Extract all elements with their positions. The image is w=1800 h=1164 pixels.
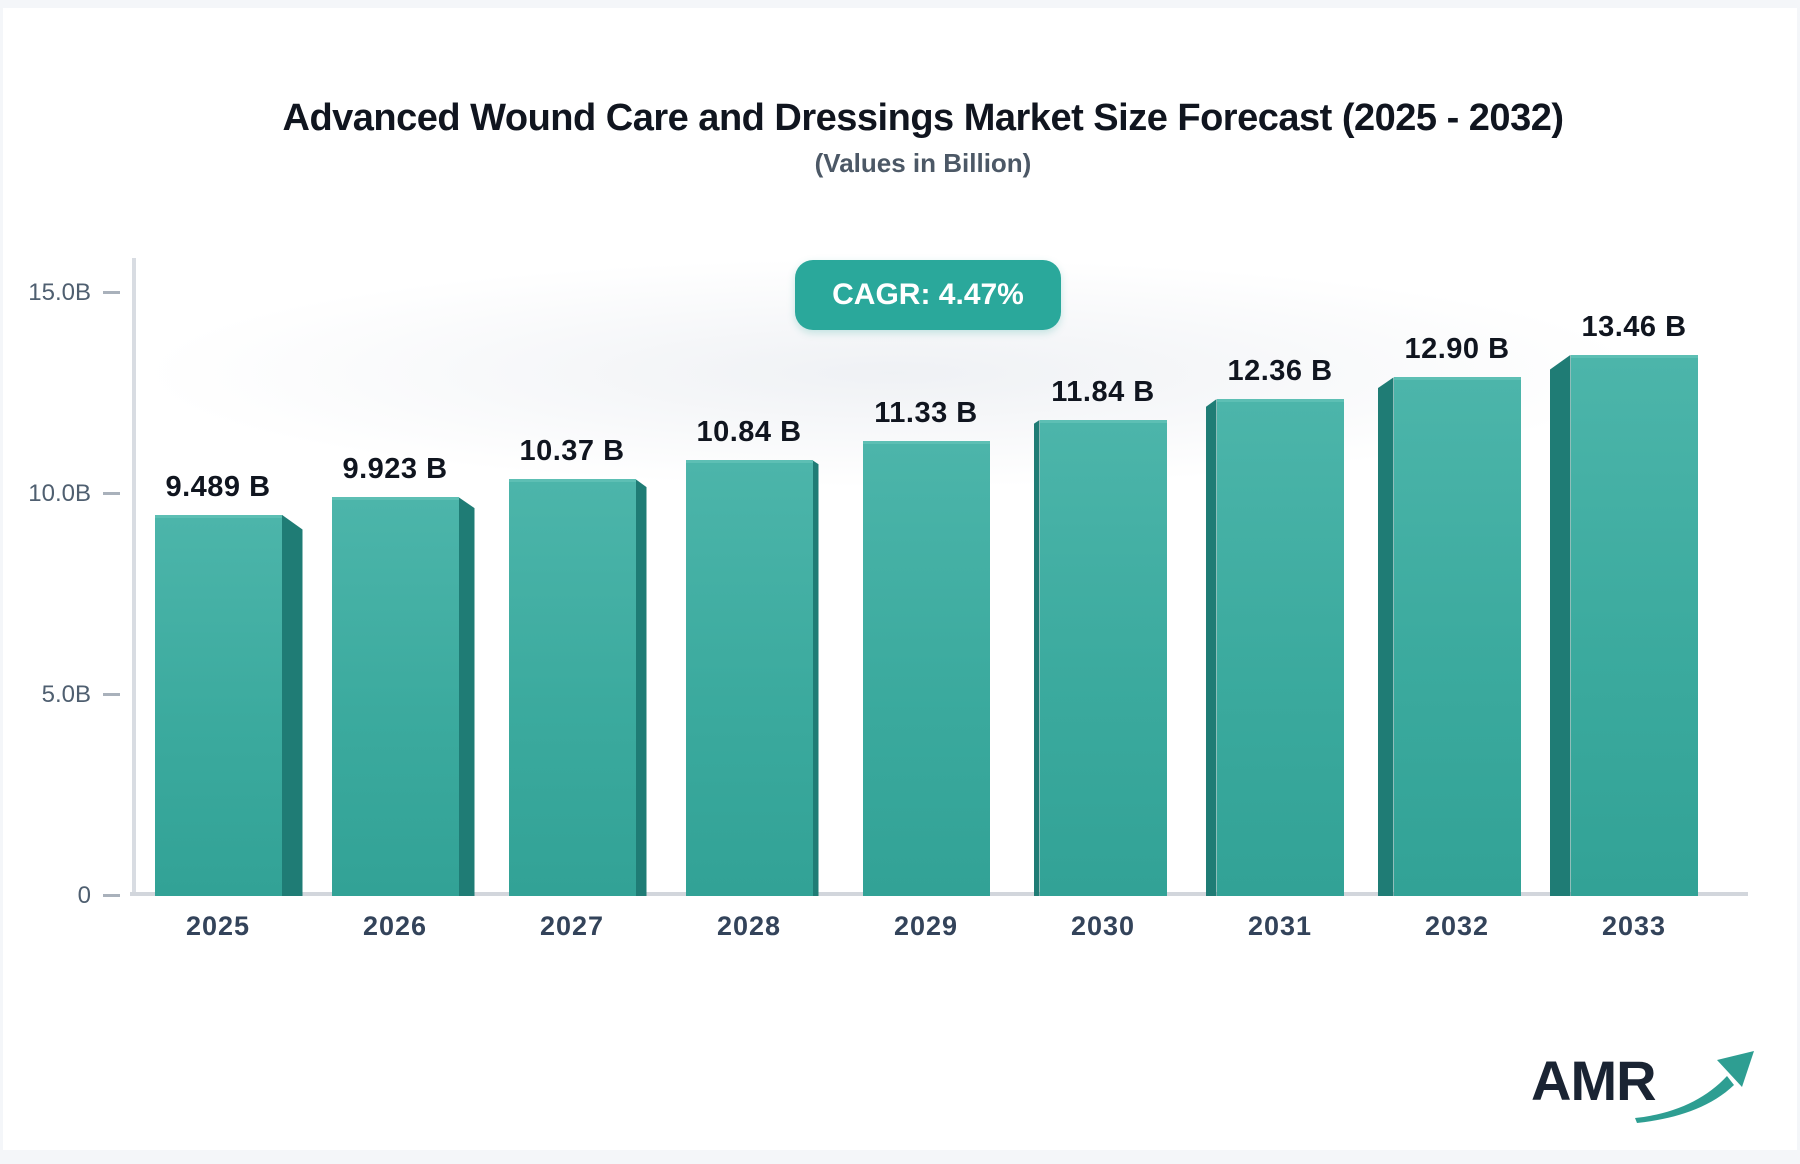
bar-2027 <box>508 479 647 896</box>
bar-face <box>685 460 813 896</box>
bar-2025 <box>154 514 303 896</box>
bar-2030 <box>1033 420 1167 896</box>
y-tick-mark <box>103 693 120 696</box>
x-axis-label: 2028 <box>716 911 782 941</box>
chart-area: 15.0B 10.0B 5.0B 0 9.489 B 2025 9.923 B 2026 10.… <box>3 8 1800 1164</box>
y-tick-label: 10.0B <box>28 480 91 507</box>
bar-face <box>1216 399 1344 896</box>
x-axis-label: 2033 <box>1601 911 1667 941</box>
x-axis-label: 2031 <box>1247 911 1313 941</box>
y-tick-mark <box>103 894 120 897</box>
bar-face <box>154 514 282 896</box>
bar-2028 <box>685 460 819 896</box>
bar-side <box>1549 354 1571 896</box>
x-axis-label: 2026 <box>362 911 428 941</box>
cagr-badge: CAGR: 4.47% <box>795 260 1061 330</box>
bar-face <box>1039 420 1167 896</box>
bar-2033 <box>1549 354 1698 896</box>
brand-logo: AMR <box>1531 1040 1754 1135</box>
chart-title: Advanced Wound Care and Dressings Market… <box>282 97 1565 139</box>
bar-face <box>1570 354 1698 896</box>
y-tick-mark <box>103 291 120 294</box>
bar-value-label: 12.36 B <box>1227 355 1333 388</box>
y-tick-mark <box>103 492 120 495</box>
y-axis-line <box>132 258 136 896</box>
y-tick-label: 0 <box>77 882 91 909</box>
bar-value-label: 13.46 B <box>1581 310 1687 343</box>
bar-value-label: 11.84 B <box>1051 376 1155 409</box>
bar-face <box>331 497 459 896</box>
bar-value-label: 9.489 B <box>165 470 271 503</box>
bar-side <box>458 497 475 896</box>
bar-value-label: 10.37 B <box>519 435 625 468</box>
logo-text: AMR <box>1531 1049 1657 1112</box>
cagr-badge-label: CAGR: 4.47% <box>832 278 1024 311</box>
bar-value-label: 12.90 B <box>1404 333 1510 366</box>
chart-card: Advanced Wound Care and Dressings Market… <box>3 8 1797 1150</box>
y-tick-label: 15.0B <box>28 279 91 306</box>
x-axis-label: 2025 <box>185 911 251 941</box>
x-axis-label: 2027 <box>539 911 605 941</box>
bar-side <box>281 514 303 896</box>
bar-face <box>862 440 990 896</box>
bar-side <box>1205 399 1217 896</box>
bar-face <box>508 479 636 896</box>
bar-2026 <box>331 497 475 896</box>
growth-arrow-icon <box>1635 1051 1754 1123</box>
x-axis-label: 2032 <box>1424 911 1490 941</box>
bar-value-label: 10.84 B <box>696 416 802 449</box>
x-axis-label: 2029 <box>893 911 959 941</box>
bar-face <box>1393 377 1521 896</box>
y-tick-label: 5.0B <box>41 681 91 708</box>
bar-side <box>812 460 819 896</box>
bar-side <box>1033 420 1040 896</box>
chart-subtitle: (Values in Billion) <box>814 148 1032 178</box>
bar-side <box>635 479 647 896</box>
bar-value-label: 11.33 B <box>874 396 978 429</box>
bar-2032 <box>1377 377 1521 896</box>
bar-2031 <box>1205 399 1344 896</box>
bar-side <box>1377 377 1394 896</box>
bar-value-label: 9.923 B <box>342 453 448 486</box>
title-block: Advanced Wound Care and Dressings Market… <box>43 8 1800 179</box>
bar-2029 <box>862 440 990 896</box>
x-axis-label: 2030 <box>1070 911 1136 941</box>
